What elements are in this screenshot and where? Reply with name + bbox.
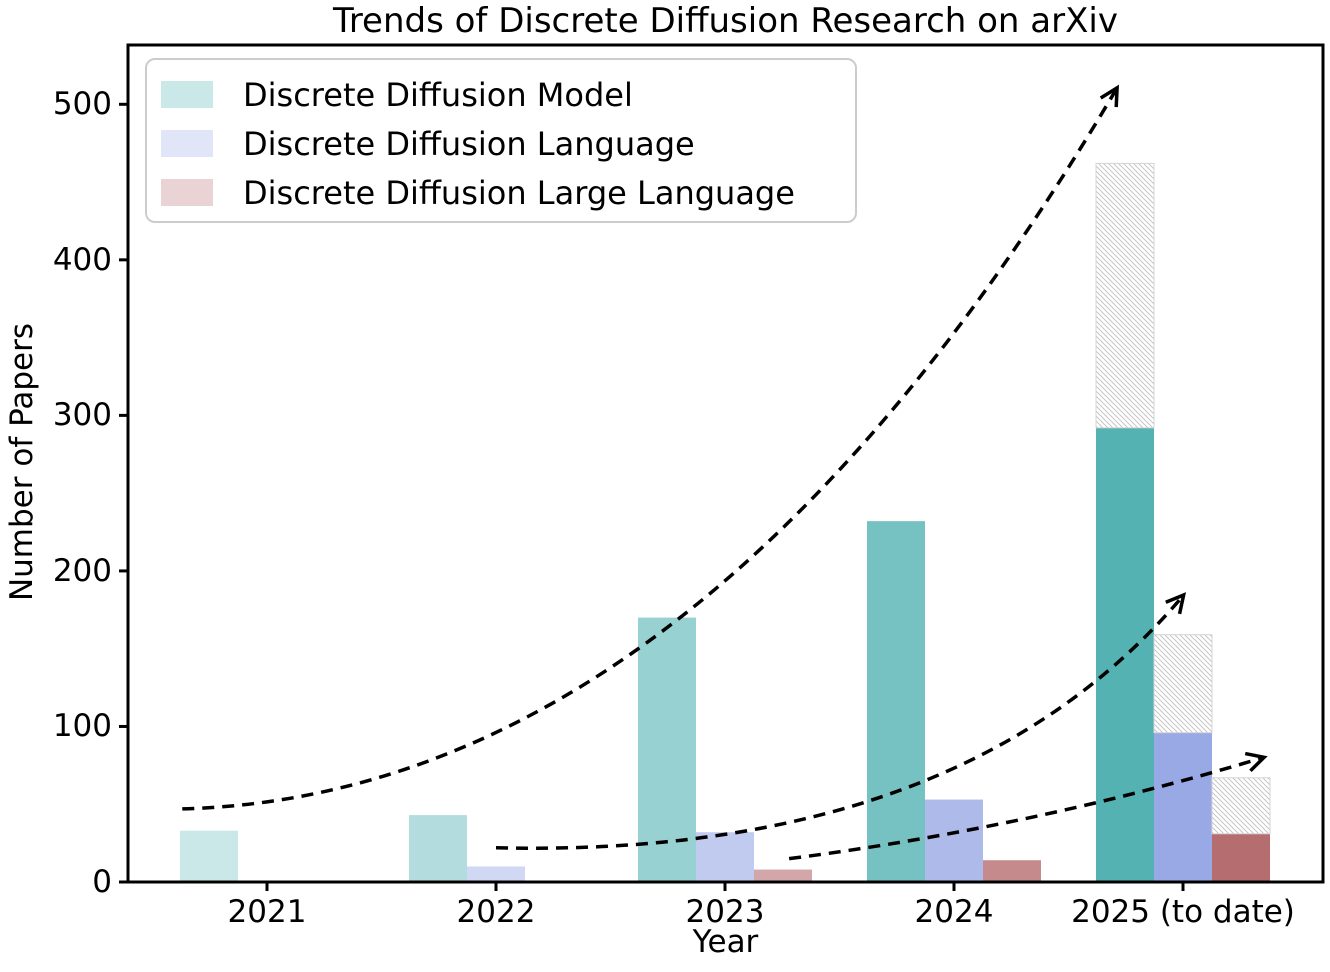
legend-swatch-language xyxy=(161,130,213,157)
legend-label-model: Discrete Diffusion Model xyxy=(243,75,633,114)
x-tick-label-2022: 2022 xyxy=(456,894,536,930)
y-tick-label-200: 200 xyxy=(52,552,112,589)
x-tick-label-2024: 2024 xyxy=(914,894,994,930)
legend-item-large-language: Discrete Diffusion Large Language xyxy=(161,168,855,217)
projected-bar-2025-large-language xyxy=(1211,777,1271,835)
bar-2024-model xyxy=(867,521,925,882)
bar-2022-model xyxy=(409,815,467,882)
bar-2021-model xyxy=(180,830,238,882)
bar-2023-large-language xyxy=(754,869,812,882)
legend-item-language: Discrete Diffusion Language xyxy=(161,119,855,168)
x-axis-label: Year xyxy=(692,924,759,960)
y-tick-label-500: 500 xyxy=(52,86,112,123)
legend-swatch-model xyxy=(161,81,213,108)
x-tick-label-2025: 2025 (to date) xyxy=(1071,894,1295,930)
projected-bar-2025-language xyxy=(1153,634,1213,734)
bar-2025-large-language xyxy=(1212,833,1270,882)
y-tick-label-300: 300 xyxy=(52,397,112,434)
y-tick-label-100: 100 xyxy=(52,708,112,745)
y-tick-label-0: 0 xyxy=(92,864,112,900)
bar-2025-model xyxy=(1096,427,1154,882)
legend-label-large-language: Discrete Diffusion Large Language xyxy=(243,173,795,212)
bar-2025-language xyxy=(1154,732,1212,882)
bar-2024-large-language xyxy=(983,860,1041,882)
legend-label-language: Discrete Diffusion Language xyxy=(243,124,695,163)
y-tick-label-400: 400 xyxy=(52,241,112,278)
trend-arrow-language xyxy=(495,592,1187,850)
x-tick-label-2023: 2023 xyxy=(685,894,765,930)
trend-arrow-large-language xyxy=(788,751,1268,861)
bar-2023-language xyxy=(696,832,754,882)
projected-bar-2025-model xyxy=(1095,162,1155,429)
legend-item-model: Discrete Diffusion Model xyxy=(161,70,855,119)
bar-2022-language xyxy=(467,866,525,882)
trend-arrow-model xyxy=(182,84,1120,811)
legend-swatch-large-language xyxy=(161,179,213,206)
x-tick-label-2021: 2021 xyxy=(227,894,307,930)
legend: Discrete Diffusion Model Discrete Diffus… xyxy=(145,58,857,223)
chart-title: Trends of Discrete Diffusion Research on… xyxy=(333,1,1118,41)
bar-2024-language xyxy=(925,799,983,882)
